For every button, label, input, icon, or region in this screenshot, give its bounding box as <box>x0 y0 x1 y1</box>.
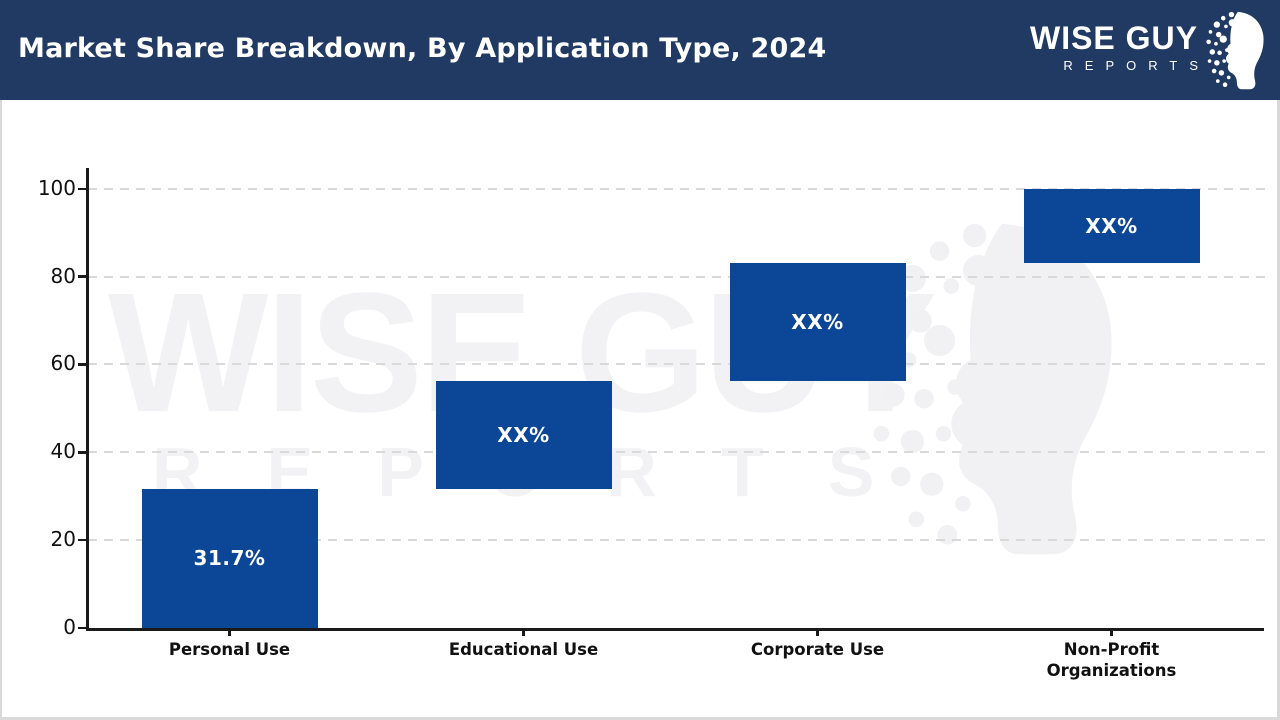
brand-subtitle: REPORTS <box>1063 58 1210 73</box>
y-tick-label: 20 <box>50 527 76 552</box>
page-title: Market Share Breakdown, By Application T… <box>18 33 827 64</box>
watermark-wordmark: WISE GUY <box>108 258 937 448</box>
y-tick-label: 80 <box>50 263 76 288</box>
brand-wordmark: WISE GUY REPORTS <box>1030 22 1198 73</box>
x-category-label: Educational Use <box>448 640 599 659</box>
y-tick-label: 60 <box>50 351 76 376</box>
brand-logo: WISE GUY REPORTS <box>1020 6 1270 96</box>
y-tick-label: 100 <box>37 175 76 200</box>
watermark-face-icon <box>867 223 1112 555</box>
page-border-right <box>1277 100 1280 720</box>
x-category-label: Corporate Use <box>750 640 885 659</box>
watermark-subtitle: REPORTS <box>152 433 939 511</box>
bar-value-label: 31.7% <box>193 546 266 571</box>
x-axis-line <box>86 628 1264 631</box>
x-category-label: Personal Use <box>168 640 291 659</box>
y-tick-label: 40 <box>50 439 76 464</box>
page-border-left <box>0 100 2 720</box>
brand-name: WISE GUY <box>1029 20 1198 56</box>
y-tick-label: 0 <box>63 615 76 639</box>
wiseguy-face-icon <box>1206 11 1264 90</box>
y-axis-line <box>86 168 89 630</box>
x-category-label: Non-Profit Organizations <box>1046 640 1177 680</box>
header-bar: Market Share Breakdown, By Application T… <box>0 0 1280 100</box>
page-border-bottom <box>0 717 1280 720</box>
gridline <box>88 187 1272 190</box>
